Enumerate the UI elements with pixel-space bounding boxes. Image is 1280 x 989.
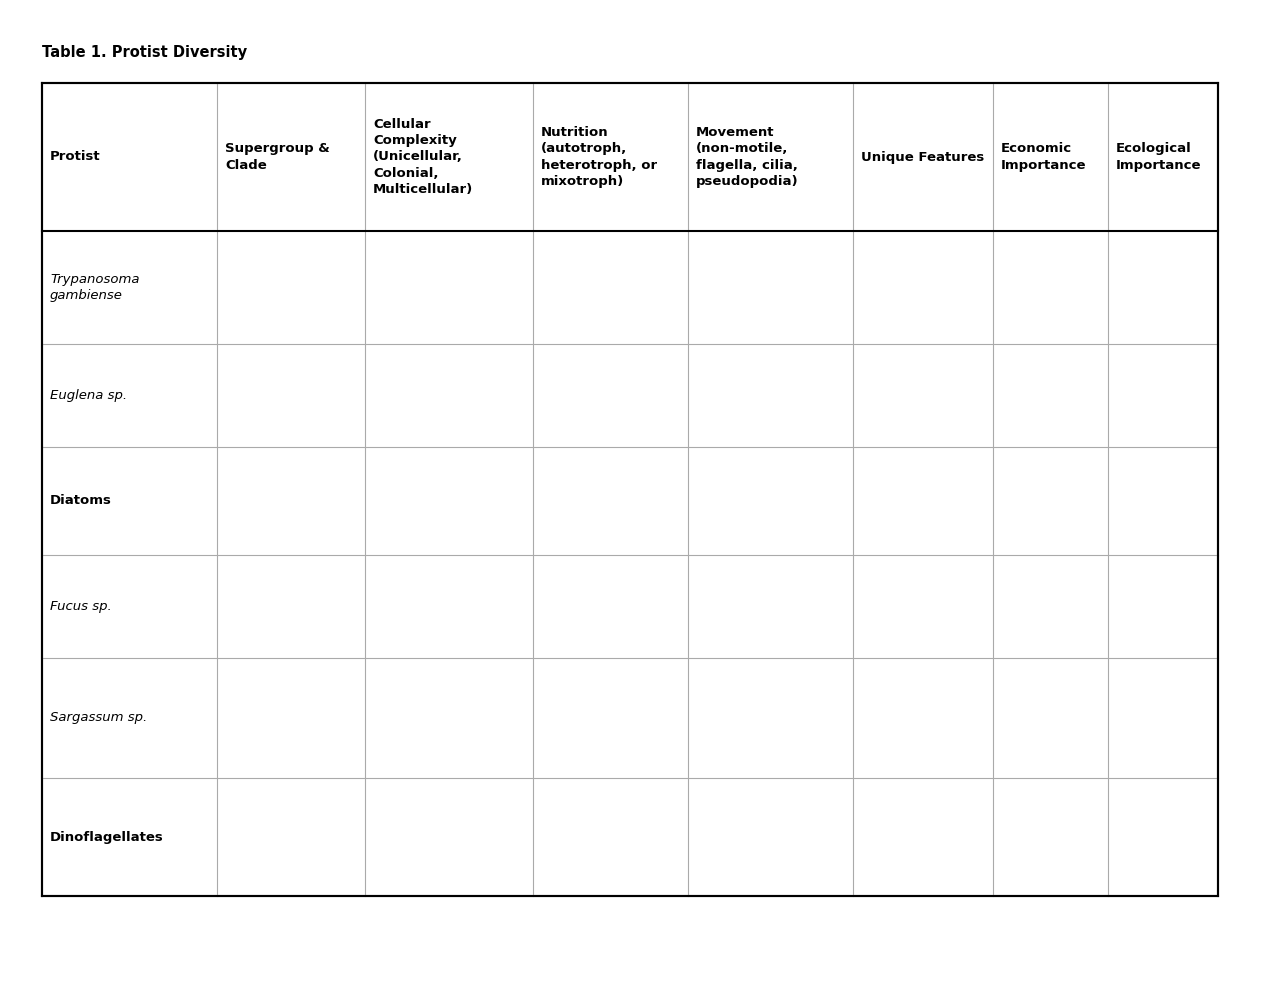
Text: Unique Features: Unique Features	[861, 150, 984, 163]
Text: Economic
Importance: Economic Importance	[1001, 142, 1087, 172]
Text: Nutrition
(autotroph,
heterotroph, or
mixotroph): Nutrition (autotroph, heterotroph, or mi…	[541, 126, 657, 188]
Text: Sargassum sp.: Sargassum sp.	[50, 711, 147, 725]
Text: Cellular
Complexity
(Unicellular,
Colonial,
Multicellular): Cellular Complexity (Unicellular, Coloni…	[372, 118, 474, 197]
Text: Table 1. Protist Diversity: Table 1. Protist Diversity	[42, 45, 247, 59]
Text: Trypanosoma
gambiense: Trypanosoma gambiense	[50, 273, 140, 302]
Bar	[42, 83, 1219, 896]
Text: Euglena sp.: Euglena sp.	[50, 389, 127, 402]
Text: Ecological
Importance: Ecological Importance	[1116, 142, 1202, 172]
Text: Diatoms: Diatoms	[50, 494, 111, 507]
Text: Dinoflagellates: Dinoflagellates	[50, 831, 164, 844]
Text: Movement
(non-motile,
flagella, cilia,
pseudopodia): Movement (non-motile, flagella, cilia, p…	[696, 126, 799, 188]
Text: Fucus sp.: Fucus sp.	[50, 600, 111, 613]
Text: Protist: Protist	[50, 150, 101, 163]
Text: Supergroup &
Clade: Supergroup & Clade	[225, 142, 330, 172]
